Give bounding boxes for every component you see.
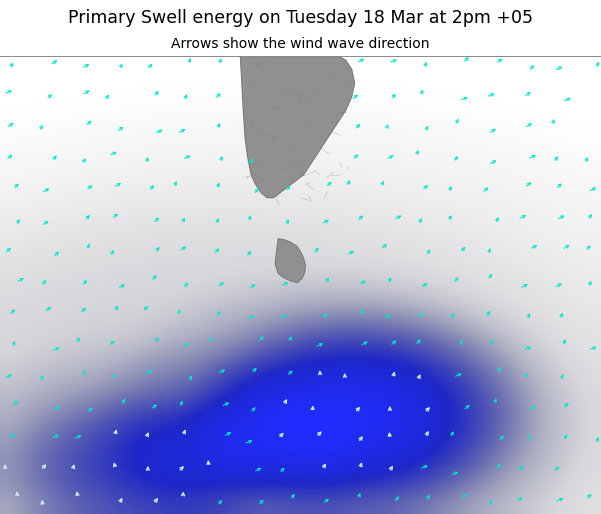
Polygon shape <box>240 56 355 198</box>
Polygon shape <box>275 239 305 283</box>
Text: Arrows show the wind wave direction: Arrows show the wind wave direction <box>171 38 430 51</box>
Text: Primary Swell energy on Tuesday 18 Mar at 2pm +05: Primary Swell energy on Tuesday 18 Mar a… <box>68 9 533 27</box>
